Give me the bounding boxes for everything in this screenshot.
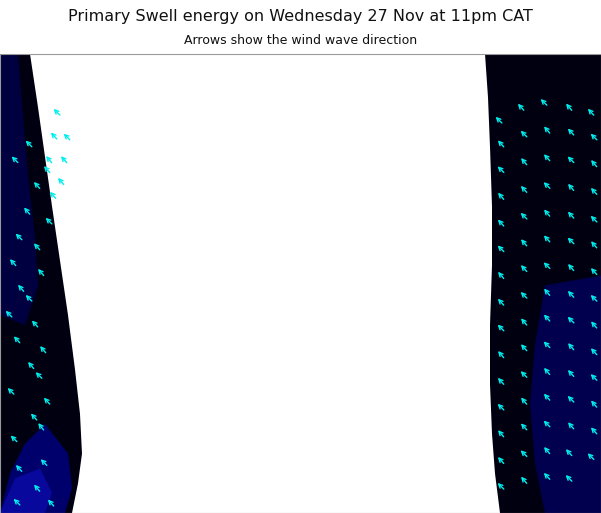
- Polygon shape: [530, 275, 601, 513]
- Polygon shape: [485, 54, 601, 513]
- Polygon shape: [0, 54, 82, 513]
- Text: Arrows show the wind wave direction: Arrows show the wind wave direction: [184, 34, 417, 47]
- Text: Primary Swell energy on Wednesday 27 Nov at 11pm CAT: Primary Swell energy on Wednesday 27 Nov…: [68, 9, 533, 24]
- Polygon shape: [0, 468, 52, 513]
- Polygon shape: [0, 424, 72, 513]
- Polygon shape: [0, 54, 38, 325]
